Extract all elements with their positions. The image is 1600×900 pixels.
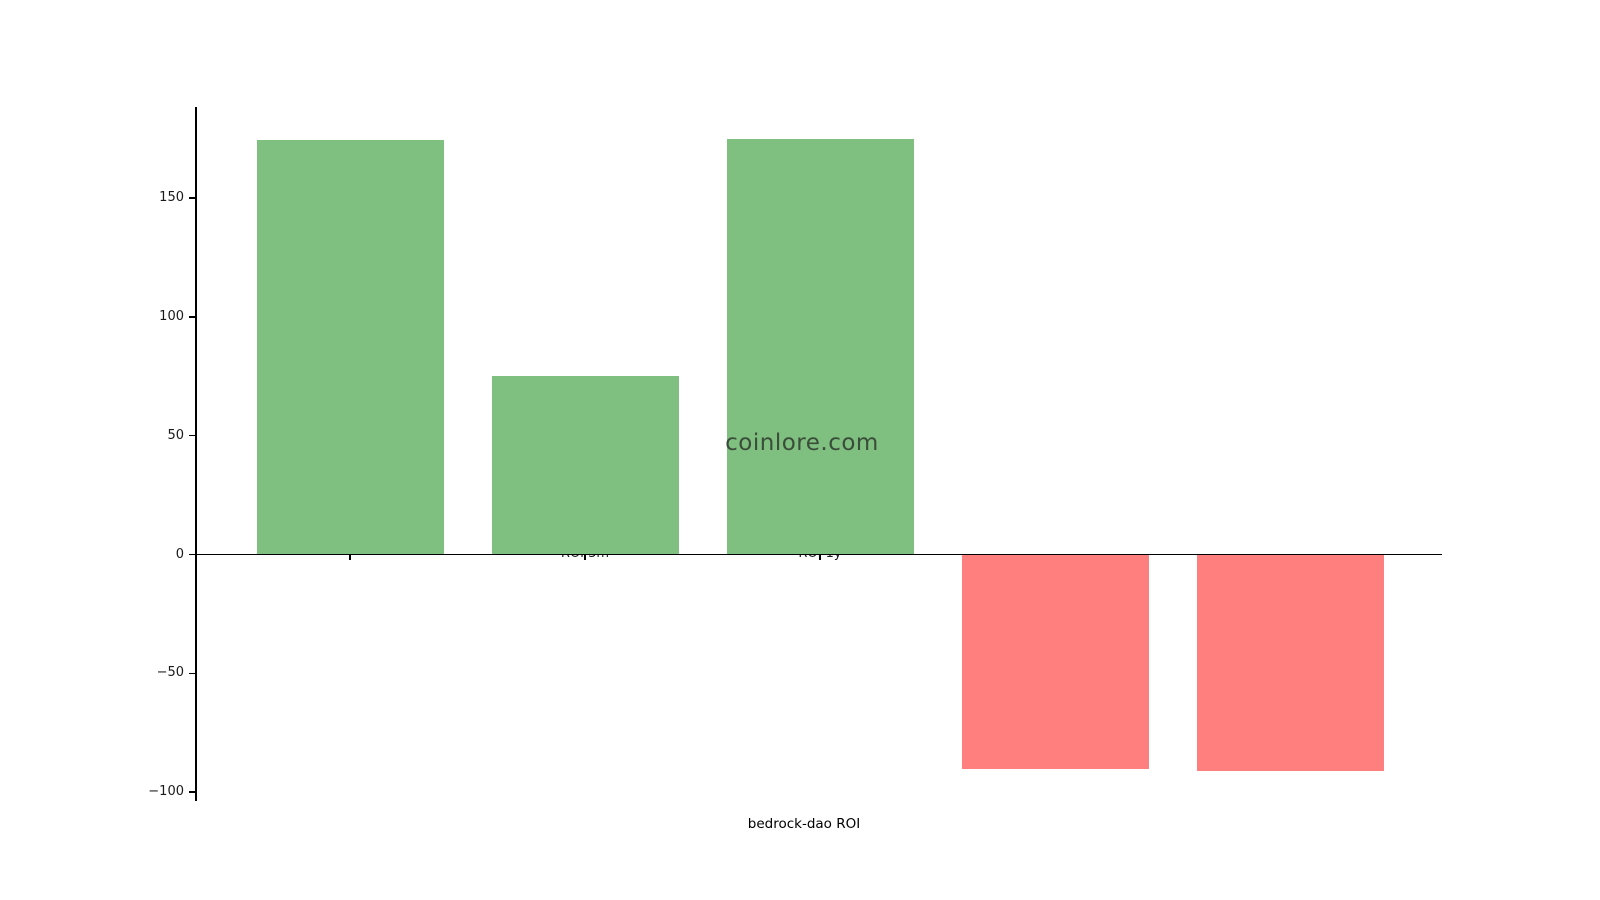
y-tick-label: 150	[159, 190, 184, 206]
y-tick-mark	[189, 791, 196, 793]
x-tick-mark	[584, 554, 586, 560]
x-tick-mark	[819, 554, 821, 560]
y-tick-mark	[189, 553, 196, 556]
y-axis-spine	[195, 107, 197, 801]
y-tick-label: 50	[167, 427, 184, 443]
y-tick-mark	[189, 197, 196, 199]
y-tick-label: −100	[148, 784, 184, 800]
x-axis-zero-line	[196, 553, 1442, 556]
y-tick-mark	[189, 672, 196, 675]
y-tick-mark	[189, 434, 196, 437]
roi-bar-1	[491, 375, 679, 555]
x-tick-mark	[349, 554, 351, 560]
y-tick-label: 100	[159, 308, 184, 324]
x-axis-title: bedrock-dao ROI	[747, 816, 861, 832]
roi-bar-4	[1196, 554, 1384, 771]
roi-bar-0	[256, 139, 444, 555]
y-tick-mark	[189, 316, 196, 318]
roi-bar-3	[961, 554, 1149, 770]
y-tick-label: 0	[175, 546, 184, 562]
roi-bar-2	[726, 138, 914, 555]
watermark-text: coinlore.com	[725, 430, 879, 456]
y-tick-label: −50	[156, 665, 184, 681]
